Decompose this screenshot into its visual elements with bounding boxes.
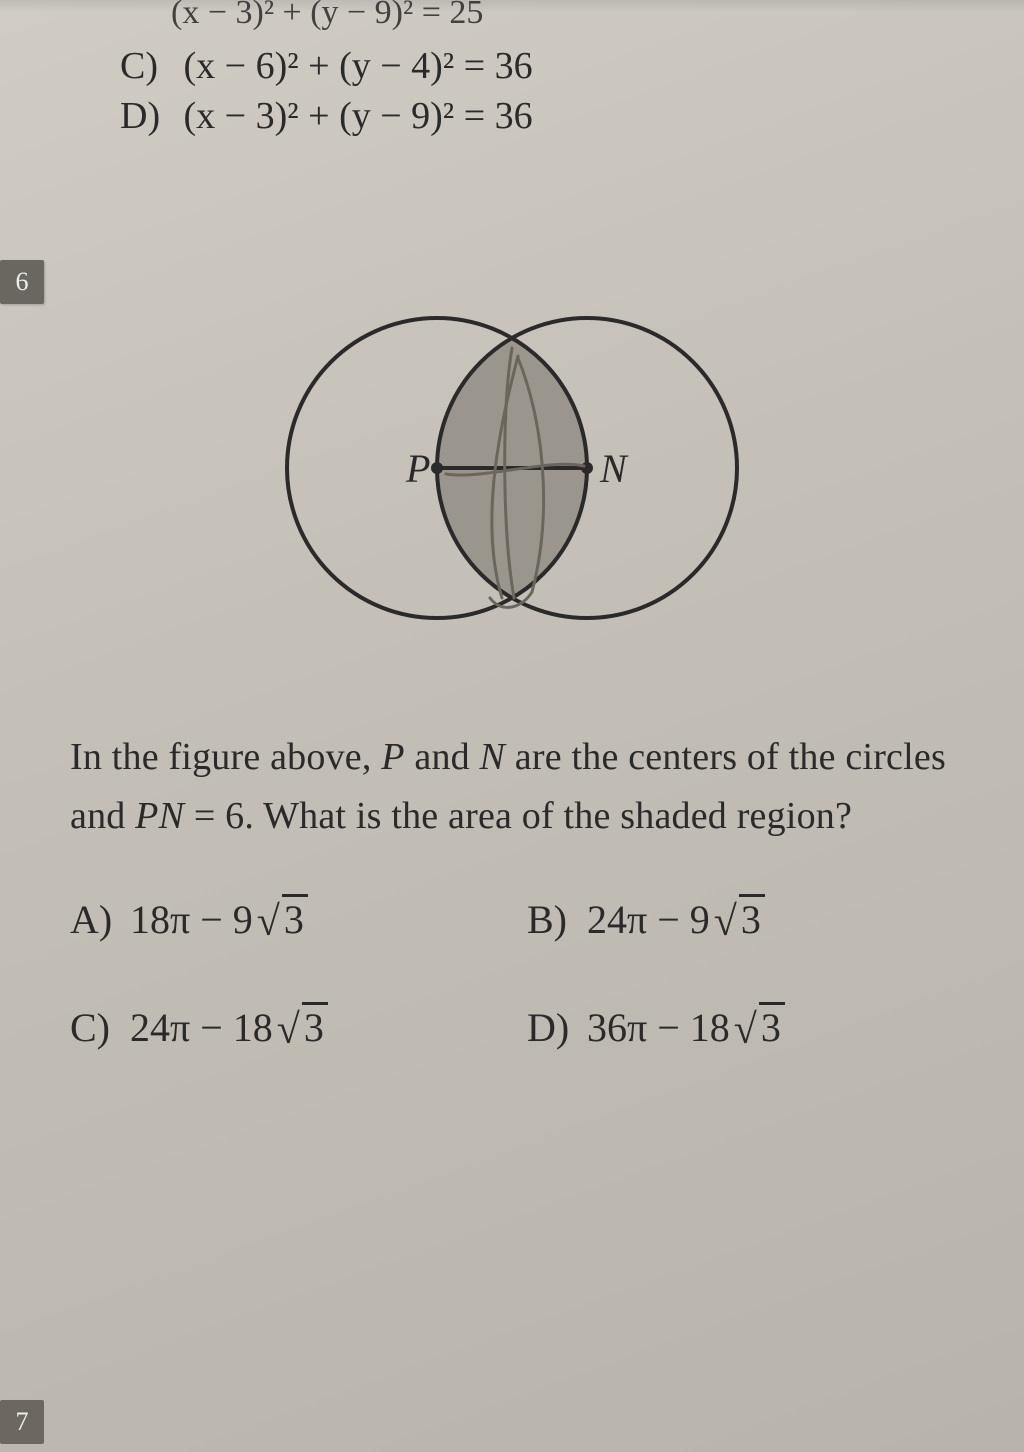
page-content: B) (x − 3)² + (y − 9)² = 25 C) (x − 6)² … [0,0,1024,1452]
option-letter: A) [70,896,130,943]
sqrt: √3 [710,896,765,944]
minus: − [190,897,233,942]
prev-option-d: D) (x − 3)² + (y − 9)² = 36 [120,94,964,138]
qt-var-p: P [381,736,404,778]
coef: 18 [690,1005,730,1050]
option-expr: 24π − 18√3 [130,1004,328,1052]
point-n [581,462,593,474]
minus: − [647,1005,690,1050]
coef: 36 [587,1005,627,1050]
two-circles-svg: P N [202,268,822,668]
option-letter: C) [120,44,174,88]
option-a: A) 18π − 9√3 [70,896,497,944]
minus: − [190,1005,233,1050]
pi: π [627,897,647,942]
radicand: 3 [282,894,308,942]
coef: 18 [233,1005,273,1050]
qt-part: = 6. What is the area of the shaded regi… [184,795,852,837]
figure: P N [162,268,862,668]
coef: 24 [587,897,627,942]
question-number-tag: 6 [0,260,44,304]
sqrt: √3 [253,896,308,944]
qt-part: In the figure above, [70,736,381,778]
option-d: D) 36π − 18√3 [527,1004,954,1052]
pi: π [627,1005,647,1050]
coef: 9 [233,897,253,942]
option-letter: B) [527,896,587,943]
surd-icon: √ [257,899,280,945]
surd-icon: √ [714,899,737,945]
option-expr: 36π − 18√3 [587,1004,785,1052]
question-text: In the figure above, P and N are the cen… [70,728,954,846]
surd-icon: √ [734,1007,757,1053]
question-number: 6 [16,267,29,297]
radicand: 3 [739,894,765,942]
surd-icon: √ [277,1007,300,1053]
prev-question-partial: B) (x − 3)² + (y − 9)² = 25 [120,0,964,32]
option-expr: (x − 6)² + (y − 4)² = 36 [184,45,533,87]
coef: 24 [130,1005,170,1050]
pi: π [170,897,190,942]
prev-option-c: C) (x − 6)² + (y − 4)² = 36 [120,44,964,88]
label-n: N [599,446,629,491]
pi: π [170,1005,190,1050]
prev-partial-expr: (x − 3)² + (y − 9)² = 25 [171,0,483,31]
qt-var-n: N [480,736,506,778]
sqrt: √3 [730,1004,785,1052]
point-p [431,462,443,474]
option-expr: 18π − 9√3 [130,896,308,944]
option-expr: 24π − 9√3 [587,896,765,944]
next-question-tag: 7 [0,1400,44,1444]
next-question-number: 7 [16,1407,29,1437]
option-b: B) 24π − 9√3 [527,896,954,944]
coef: 9 [690,897,710,942]
radicand: 3 [759,1002,785,1050]
option-letter: D) [120,94,174,138]
label-p: P [405,446,430,491]
options-grid: A) 18π − 9√3 B) 24π − 9√3 C) 24π − 18√3 … [70,896,954,1052]
sqrt: √3 [273,1004,328,1052]
coef: 18 [130,897,170,942]
option-letter: C) [70,1004,130,1051]
option-expr: (x − 3)² + (y − 9)² = 36 [184,95,533,137]
minus: − [647,897,690,942]
qt-part: and [405,736,480,778]
qt-var-pn: PN [135,795,184,837]
radicand: 3 [302,1002,328,1050]
option-c: C) 24π − 18√3 [70,1004,497,1052]
option-letter: D) [527,1004,587,1051]
